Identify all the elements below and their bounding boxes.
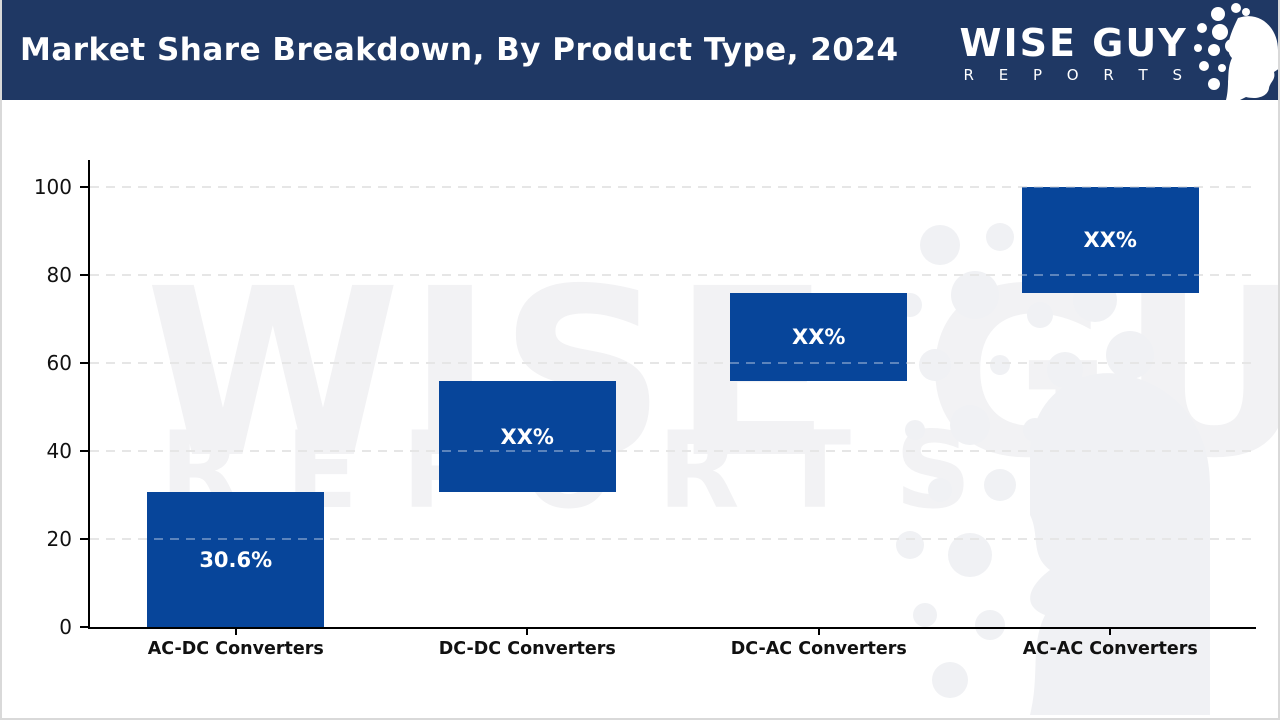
x-tick-mark: [817, 629, 820, 635]
gridline-overlay: [90, 362, 1256, 364]
bar-value-label: XX%: [500, 424, 554, 449]
x-tick-mark: [526, 629, 529, 635]
waterfall-bar: [1021, 187, 1199, 294]
y-tick-mark: [80, 186, 88, 188]
brand-face-icon: [1194, 3, 1280, 100]
bar-value-label: 30.6%: [199, 547, 273, 572]
y-tick-label: 20: [46, 527, 72, 551]
y-tick-mark: [80, 274, 88, 276]
brand-logo: WISE GUY R E P O R T S: [960, 24, 1192, 84]
x-category-label: AC-AC Converters: [1022, 639, 1198, 659]
y-tick-mark: [80, 450, 88, 452]
page-title: Market Share Breakdown, By Product Type,…: [20, 32, 899, 68]
gridline: [90, 362, 1256, 364]
y-tick-label: 60: [46, 351, 72, 375]
waterfall-bar: [730, 293, 908, 382]
y-tick-mark: [80, 538, 88, 540]
gridline: [90, 186, 1256, 188]
bar-value-label: XX%: [1083, 228, 1137, 253]
gridline: [90, 538, 1256, 540]
x-category-label: AC-DC Converters: [147, 639, 324, 659]
x-category-label: DC-DC Converters: [438, 639, 616, 659]
y-axis-line: [88, 160, 90, 629]
waterfall-bar: [147, 492, 325, 627]
gridline-overlay: [90, 274, 1256, 276]
bar-value-label: XX%: [792, 325, 846, 350]
y-tick-mark: [80, 626, 88, 628]
x-category-label: DC-AC Converters: [730, 639, 907, 659]
x-tick-mark: [1109, 629, 1112, 635]
y-tick-label: 0: [59, 615, 72, 639]
waterfall-bar: [438, 381, 616, 493]
x-tick-mark: [234, 629, 237, 635]
gridline-overlay: [90, 186, 1256, 188]
gridline: [90, 450, 1256, 452]
y-tick-label: 40: [46, 439, 72, 463]
gridline: [90, 274, 1256, 276]
gridline-overlay: [90, 450, 1256, 452]
y-tick-mark: [80, 362, 88, 364]
brand-name: WISE GUY: [959, 21, 1188, 65]
gridline-overlay: [90, 538, 1256, 540]
y-tick-label: 80: [46, 263, 72, 287]
brand-subtitle: R E P O R T S: [963, 66, 1192, 84]
header-bar: Market Share Breakdown, By Product Type,…: [0, 0, 1280, 100]
y-tick-label: 100: [33, 175, 72, 199]
x-axis-line: [88, 627, 1256, 629]
